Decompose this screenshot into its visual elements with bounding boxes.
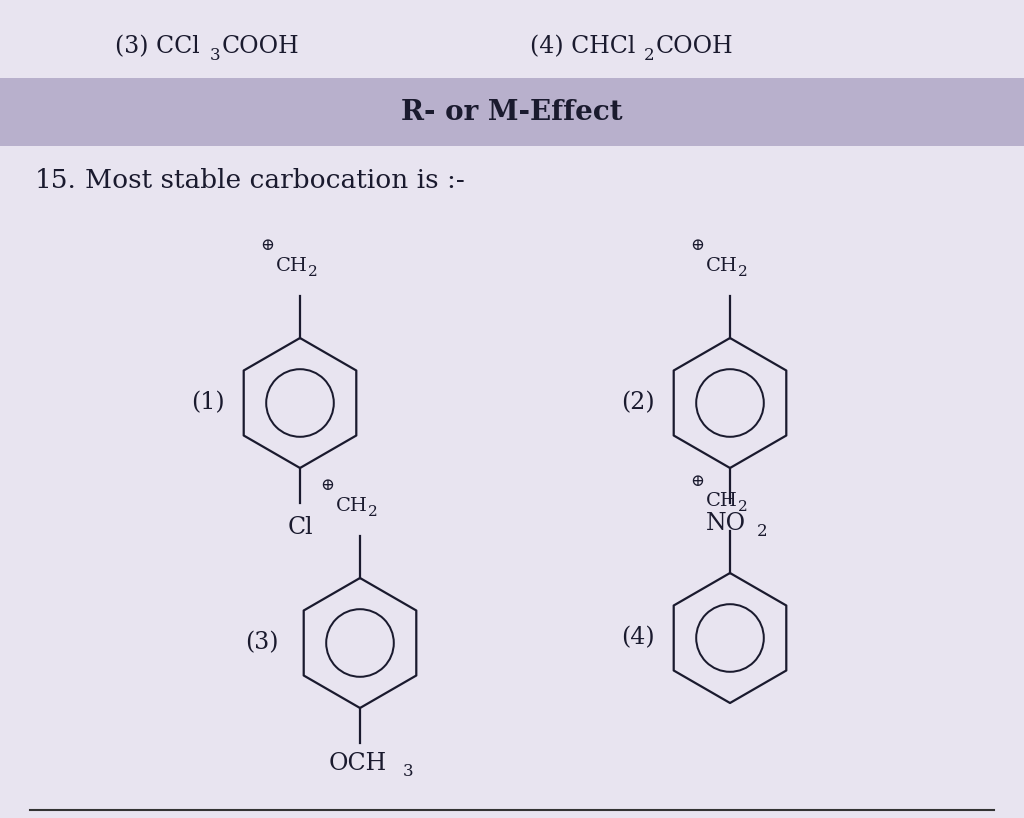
Text: Cl: Cl [287, 516, 312, 540]
FancyBboxPatch shape [0, 78, 1024, 146]
Text: ⊕: ⊕ [260, 237, 273, 254]
Text: (1): (1) [191, 392, 225, 415]
Text: CH: CH [706, 257, 738, 275]
Text: (2): (2) [622, 392, 654, 415]
Text: CH: CH [336, 497, 368, 515]
Text: CH: CH [276, 257, 308, 275]
Text: 2: 2 [757, 523, 767, 540]
Text: OCH: OCH [329, 753, 387, 775]
Text: COOH: COOH [656, 35, 733, 58]
Text: (3) CCl: (3) CCl [115, 35, 200, 58]
Text: (4): (4) [622, 627, 654, 649]
Text: 2: 2 [644, 47, 654, 64]
Text: 15.: 15. [35, 168, 77, 192]
Text: 2: 2 [308, 265, 317, 279]
Text: CH: CH [706, 492, 738, 510]
Text: ⊕: ⊕ [319, 478, 334, 495]
Text: 2: 2 [368, 505, 378, 519]
Text: R- or M-Effect: R- or M-Effect [401, 98, 623, 125]
Text: (3): (3) [246, 631, 279, 654]
Text: ⊕: ⊕ [690, 237, 703, 254]
Text: 3: 3 [210, 47, 220, 64]
Text: 3: 3 [402, 762, 414, 780]
Text: ⊕: ⊕ [690, 473, 703, 489]
Text: (4) CHCl: (4) CHCl [530, 35, 635, 58]
Text: 2: 2 [738, 500, 748, 514]
Text: COOH: COOH [222, 35, 300, 58]
Text: 2: 2 [738, 265, 748, 279]
Text: Most stable carbocation is :-: Most stable carbocation is :- [85, 168, 465, 192]
Text: NO: NO [706, 513, 746, 536]
